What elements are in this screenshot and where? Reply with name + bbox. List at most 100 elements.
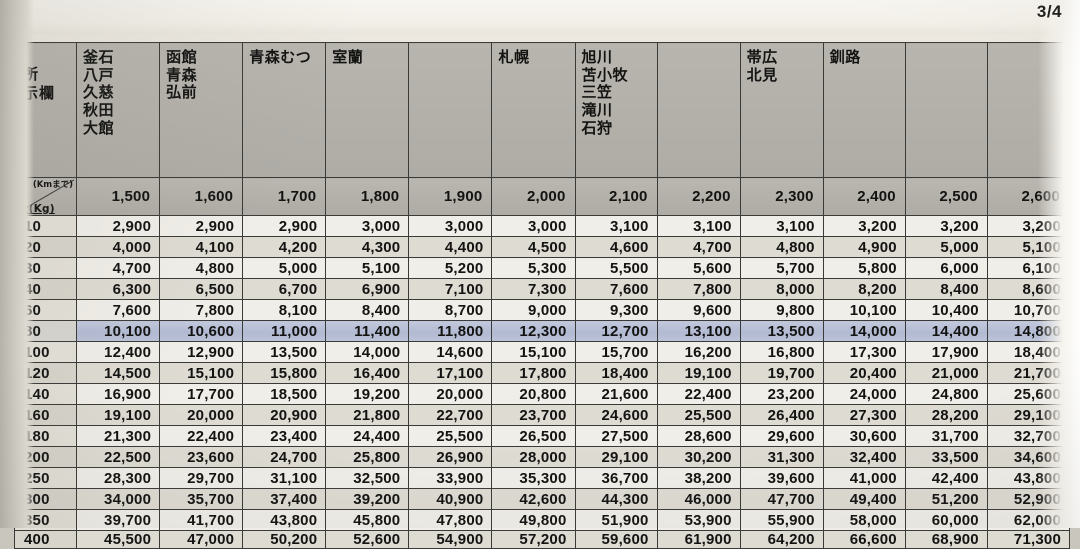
rate-cell: 8,400 [904, 278, 988, 300]
row-weight-label: 180 [13, 425, 78, 447]
rate-cell: 3,100 [574, 215, 658, 237]
rate-cell: 9,800 [739, 299, 824, 321]
distance-col-9: 2,300 [739, 177, 824, 216]
rate-cell: 21,000 [904, 362, 988, 384]
rate-cell: 49,400 [822, 488, 906, 510]
rate-cell: 24,700 [242, 446, 327, 468]
rate-cell: 25,800 [325, 446, 410, 468]
table-row: 20 4,000 4,100 4,200 4,300 4,400 4,500 4,600 4,7… [13, 236, 1071, 258]
rate-cell: 10,700 [986, 299, 1071, 321]
rate-cell: 24,000 [822, 383, 906, 405]
rate-cell: 8,200 [822, 278, 906, 300]
rate-cell: 19,100 [76, 404, 161, 426]
axis-corner-cell: (Kmまで) 量(Kg) [13, 177, 78, 216]
rate-cell: 4,000 [76, 236, 161, 258]
rate-cell: 14,400 [904, 320, 988, 342]
rate-cell: 3,000 [491, 215, 576, 237]
rate-cell: 31,300 [739, 446, 824, 468]
rate-cell: 29,600 [739, 425, 824, 447]
rate-cell: 4,600 [574, 236, 658, 258]
rate-cell: 18,400 [986, 341, 1071, 363]
rate-cell: 37,400 [242, 488, 327, 510]
rate-cell: 17,800 [491, 362, 576, 384]
rate-cell: 30,600 [822, 425, 906, 447]
rate-cell: 24,800 [904, 383, 988, 405]
destination-group-1: 釜石 八戸 久慈 秋田 大館 [76, 42, 161, 178]
rate-cell: 8,100 [242, 299, 327, 321]
rate-cell: 4,800 [739, 236, 824, 258]
distance-col-7: 2,100 [574, 177, 658, 216]
table-row: 80 10,100 10,600 11,000 11,400 11,800 12,300 12… [13, 320, 1071, 342]
rate-cell: 46,000 [656, 488, 741, 510]
rate-cell: 21,800 [325, 404, 410, 426]
rate-cell: 47,800 [408, 509, 493, 531]
rate-cell: 19,200 [325, 383, 410, 405]
rate-cell: 7,800 [159, 299, 244, 321]
rate-cell: 28,300 [76, 467, 161, 489]
rate-cell: 7,600 [76, 299, 161, 321]
rate-cell: 4,500 [491, 236, 576, 258]
distance-col-10: 2,400 [822, 177, 906, 216]
rate-cell: 6,500 [159, 278, 244, 300]
rate-cell: 14,800 [986, 320, 1071, 342]
rate-cell: 5,000 [904, 236, 988, 258]
rate-cell: 32,700 [986, 425, 1071, 447]
rate-cell: 12,700 [574, 320, 658, 342]
table-row: 250 28,300 29,700 31,100 32,500 33,900 35,300 3… [13, 467, 1071, 489]
table-row: 180 21,300 22,400 23,400 24,400 25,500 26,500 2… [13, 425, 1071, 447]
rate-cell: 11,000 [242, 320, 327, 342]
rate-cell: 3,000 [325, 215, 410, 237]
row-weight-label: 300 [13, 488, 78, 510]
rate-cell: 17,100 [408, 362, 493, 384]
rate-cell: 16,400 [325, 362, 410, 384]
rate-cell: 4,900 [822, 236, 906, 258]
table-row: 120 14,500 15,100 15,800 16,400 17,100 17,800 1… [13, 362, 1071, 384]
rate-cell: 12,900 [159, 341, 244, 363]
rate-cell: 6,300 [76, 278, 161, 300]
rate-cell: 23,200 [739, 383, 824, 405]
destination-header-row: 所 示欄 釜石 八戸 久慈 秋田 大館 函館 青森 弘前 青森むつ 室蘭 札幌 … [13, 42, 1071, 178]
table-body: 10 2,900 2,900 2,900 3,000 3,000 3,000 3,100 3,1… [13, 215, 1071, 549]
rate-cell: 25,500 [408, 425, 493, 447]
rate-cell: 15,800 [242, 362, 327, 384]
row-weight-label: 30 [13, 257, 78, 279]
rate-cell: 33,900 [408, 467, 493, 489]
table-row: 160 19,100 20,000 20,900 21,800 22,700 23,700 2… [13, 404, 1071, 426]
rate-cell: 66,600 [822, 530, 906, 549]
row-weight-label: 60 [13, 299, 78, 321]
rate-cell: 26,500 [491, 425, 576, 447]
table-row: 60 7,600 7,800 8,100 8,400 8,700 9,000 9,300 9,6… [13, 299, 1071, 321]
table-row: 40 6,300 6,500 6,700 6,900 7,100 7,300 7,600 7,8… [13, 278, 1071, 300]
table-row: 100 12,400 12,900 13,500 14,000 14,600 15,100 1… [13, 341, 1071, 363]
rate-cell: 8,600 [986, 278, 1071, 300]
rate-cell: 43,800 [242, 509, 327, 531]
rate-cell: 38,200 [656, 467, 741, 489]
rate-cell: 21,300 [76, 425, 161, 447]
rate-cell: 14,600 [408, 341, 493, 363]
distance-col-4: 1,800 [325, 177, 410, 216]
distance-col-8: 2,200 [656, 177, 741, 216]
rate-cell: 22,400 [159, 425, 244, 447]
row-weight-label: 400 [13, 530, 78, 549]
rate-cell: 11,800 [408, 320, 493, 342]
rate-cell: 4,800 [159, 257, 244, 279]
rate-cell: 27,500 [574, 425, 658, 447]
rate-cell: 59,600 [574, 530, 658, 549]
rate-cell: 10,100 [822, 299, 906, 321]
rate-cell: 15,100 [491, 341, 576, 363]
rate-cell: 8,400 [325, 299, 410, 321]
rate-cell: 31,700 [904, 425, 988, 447]
rate-cell: 43,800 [986, 467, 1071, 489]
rate-cell: 7,100 [408, 278, 493, 300]
rate-cell: 22,700 [408, 404, 493, 426]
rate-cell: 8,700 [408, 299, 493, 321]
row-weight-label: 10 [13, 215, 78, 237]
distance-col-3: 1,700 [242, 177, 327, 216]
rate-cell: 7,800 [656, 278, 741, 300]
rate-cell: 17,700 [159, 383, 244, 405]
rate-cell: 36,700 [574, 467, 658, 489]
rate-cell: 42,400 [904, 467, 988, 489]
table-row: 30 4,700 4,800 5,000 5,100 5,200 5,300 5,500 5,6… [13, 257, 1071, 279]
rate-cell: 23,700 [491, 404, 576, 426]
destination-group-4: 室蘭 [325, 42, 410, 178]
